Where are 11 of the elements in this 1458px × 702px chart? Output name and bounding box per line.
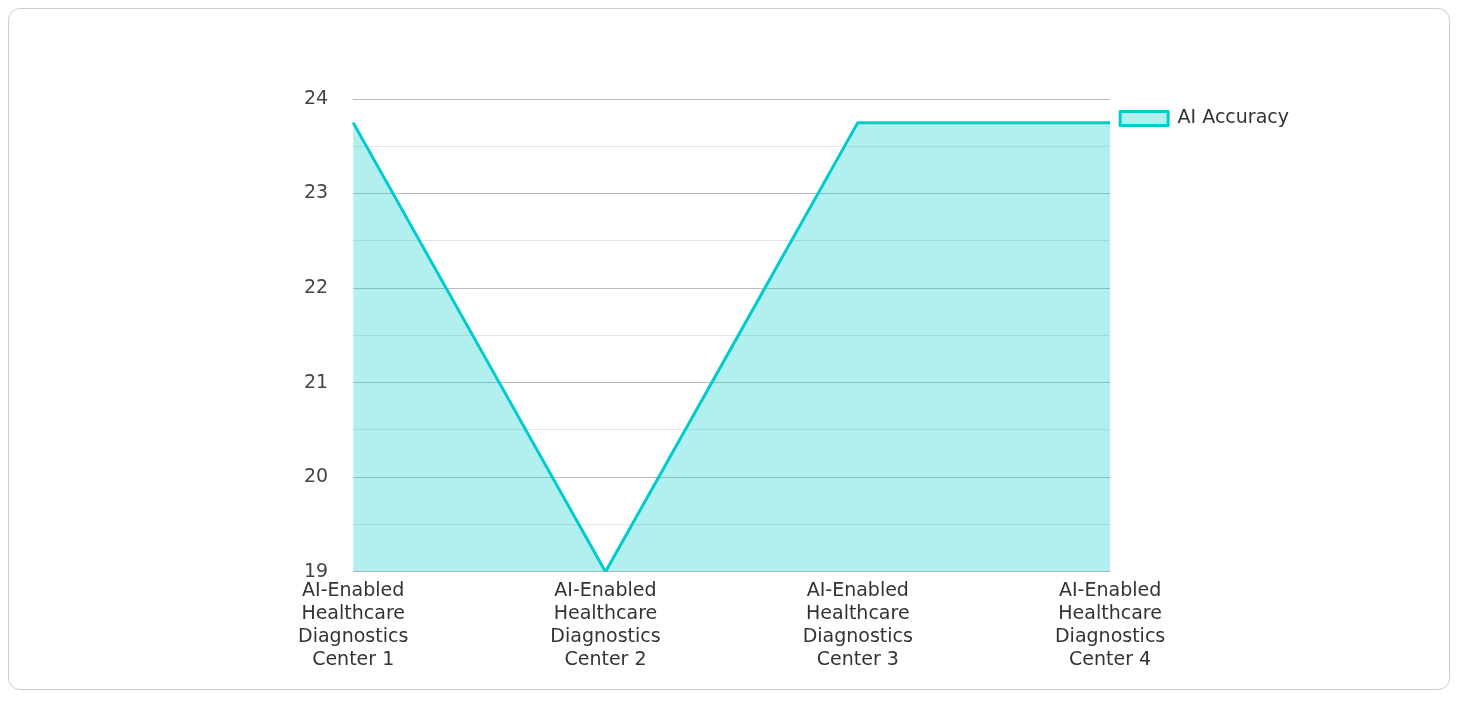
x-tick-label: AI-Enabled Healthcare Diagnostics Center 3 [802,578,913,669]
y-tick-label: 21 [303,369,329,392]
y-tick-label: 19 [303,558,329,581]
x-tick-label: AI-Enabled Healthcare Diagnostics Center 1 [298,578,409,669]
legend-label: AI Accuracy [1177,105,1290,128]
y-tick-label: 20 [303,464,329,487]
y-tick-label: 24 [303,85,329,108]
y-tick-label: 22 [303,275,329,298]
x-tick-label: AI-Enabled Healthcare Diagnostics Center 4 [1054,578,1166,669]
x-tick-label: AI-Enabled Healthcare Diagnostics Center 2 [550,578,661,669]
y-tick-label: 23 [303,180,329,203]
